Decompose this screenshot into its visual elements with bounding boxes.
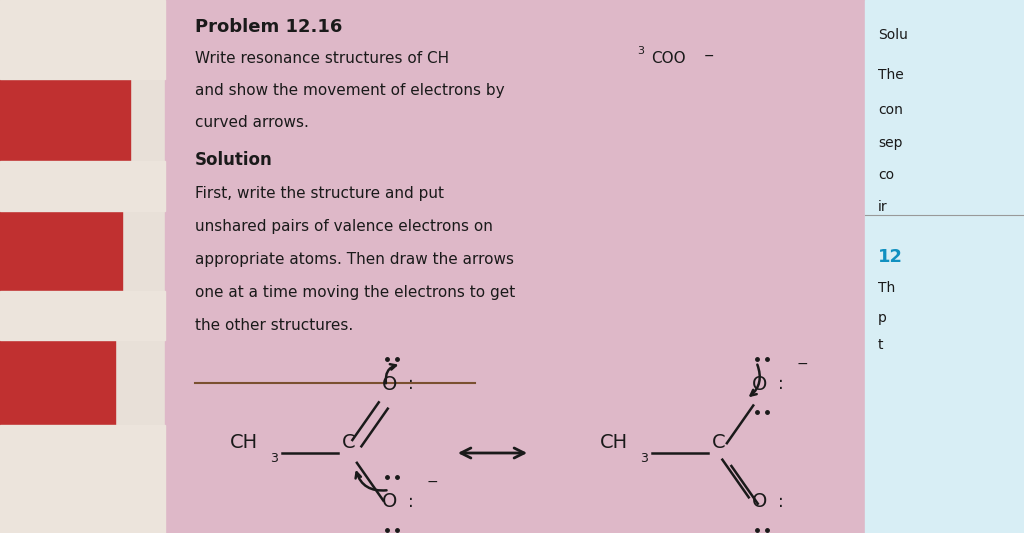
Text: C: C [712, 433, 726, 453]
Text: The: The [878, 68, 904, 82]
Bar [0, 291, 165, 340]
Text: C: C [342, 433, 355, 453]
Text: t: t [878, 338, 884, 352]
Bar [0, 211, 122, 291]
Text: Solu: Solu [878, 28, 908, 42]
Text: 3: 3 [637, 46, 644, 56]
Bar [0, 340, 115, 425]
Bar [865, 0, 1024, 533]
Text: 12: 12 [878, 248, 903, 266]
Text: 3: 3 [640, 451, 648, 464]
Text: First, write the structure and put: First, write the structure and put [195, 186, 444, 201]
Text: O: O [753, 492, 768, 512]
Text: and show the movement of electrons by: and show the movement of electrons by [195, 83, 505, 98]
Text: :: : [778, 375, 784, 393]
Text: O: O [382, 492, 397, 512]
Text: 3: 3 [270, 451, 278, 464]
Text: −: − [426, 475, 438, 489]
Bar [0, 0, 165, 79]
Text: :: : [778, 493, 784, 511]
Bar [0, 0, 165, 533]
Text: O: O [382, 375, 397, 393]
Text: Solution: Solution [195, 151, 272, 169]
Text: appropriate atoms. Then draw the arrows: appropriate atoms. Then draw the arrows [195, 252, 514, 267]
Text: the other structures.: the other structures. [195, 318, 353, 333]
Text: CH: CH [230, 433, 258, 453]
Text: :: : [409, 493, 414, 511]
Text: ir: ir [878, 200, 888, 214]
Text: Problem 12.16: Problem 12.16 [195, 18, 342, 36]
Text: :: : [409, 375, 414, 393]
Text: one at a time moving the electrons to get: one at a time moving the electrons to ge… [195, 285, 515, 300]
Text: p: p [878, 311, 887, 325]
Text: −: − [797, 357, 808, 371]
Text: curved arrows.: curved arrows. [195, 115, 309, 130]
Text: Th: Th [878, 281, 895, 295]
Bar [0, 425, 165, 533]
Text: co: co [878, 168, 894, 182]
Bar [165, 0, 865, 533]
Text: sep: sep [878, 136, 902, 150]
Text: COO: COO [651, 51, 686, 66]
Text: unshared pairs of valence electrons on: unshared pairs of valence electrons on [195, 219, 493, 234]
Text: con: con [878, 103, 903, 117]
Text: CH: CH [600, 433, 628, 453]
Bar [0, 161, 165, 211]
Bar [0, 79, 130, 161]
Text: Write resonance structures of CH: Write resonance structures of CH [195, 51, 450, 66]
Text: O: O [753, 375, 768, 393]
